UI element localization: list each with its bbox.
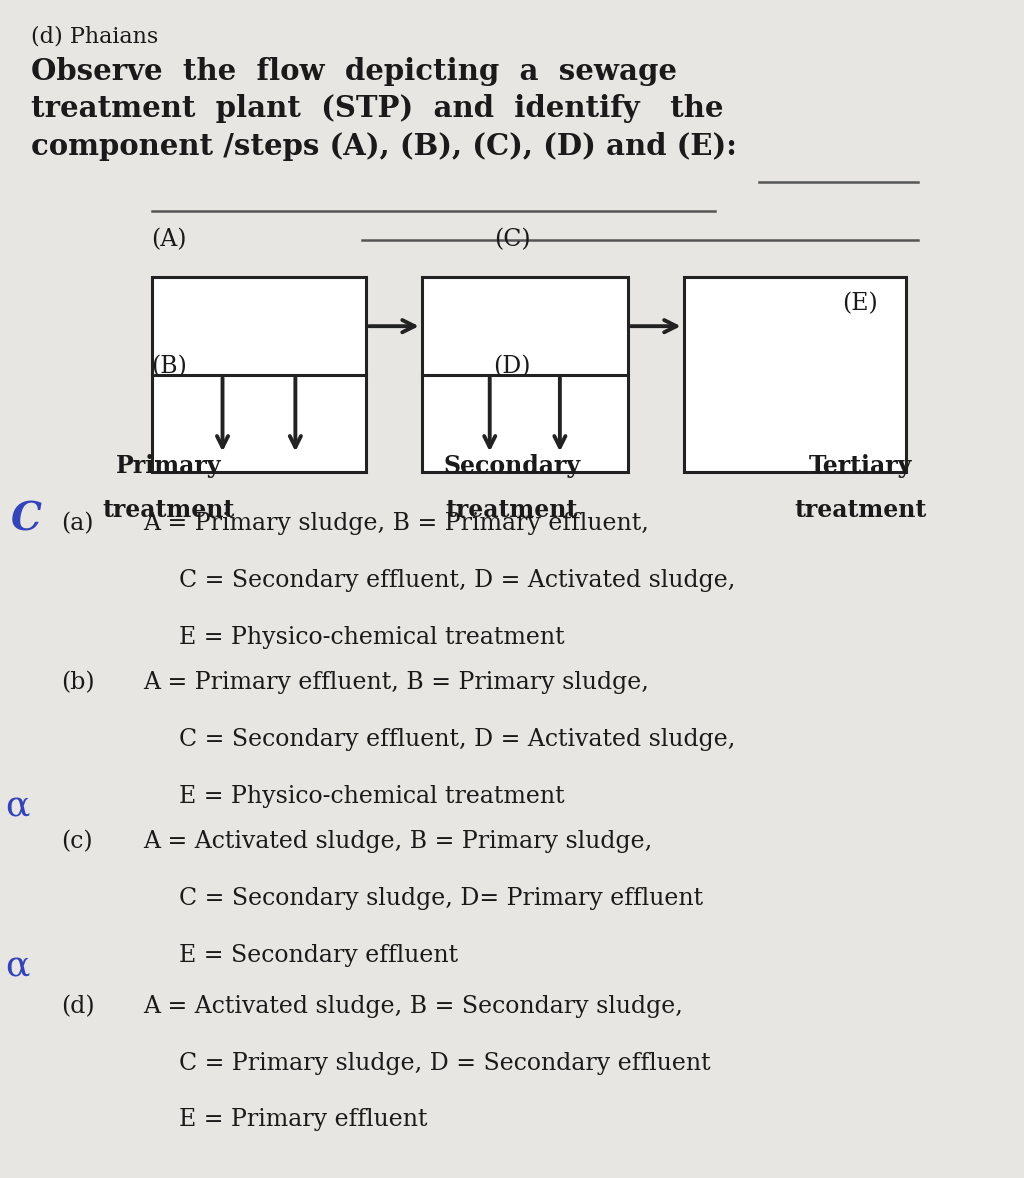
Text: α: α	[5, 948, 30, 982]
Text: A = Primary sludge, B = Primary effluent,: A = Primary sludge, B = Primary effluent…	[143, 512, 649, 536]
Text: α: α	[5, 789, 30, 823]
Text: (c): (c)	[61, 830, 93, 854]
Text: C = Primary sludge, D = Secondary effluent: C = Primary sludge, D = Secondary efflue…	[179, 1052, 711, 1076]
Text: (A): (A)	[152, 229, 186, 252]
Text: (b): (b)	[61, 671, 95, 695]
Text: treatment: treatment	[794, 498, 927, 522]
Text: C = Secondary effluent, D = Activated sludge,: C = Secondary effluent, D = Activated sl…	[179, 569, 735, 593]
Text: A = Primary effluent, B = Primary sludge,: A = Primary effluent, B = Primary sludge…	[143, 671, 649, 695]
Text: E = Physico-chemical treatment: E = Physico-chemical treatment	[179, 785, 565, 808]
Text: (D): (D)	[494, 355, 530, 378]
Text: C = Secondary sludge, D= Primary effluent: C = Secondary sludge, D= Primary effluen…	[179, 887, 703, 911]
Text: E = Physico-chemical treatment: E = Physico-chemical treatment	[179, 626, 565, 649]
Bar	[152, 277, 367, 472]
Text: (a): (a)	[61, 512, 94, 536]
Text: (d) Phaians: (d) Phaians	[31, 26, 158, 48]
Text: treatment: treatment	[445, 498, 579, 522]
Text: (C): (C)	[494, 229, 530, 252]
Text: A = Activated sludge, B = Primary sludge,: A = Activated sludge, B = Primary sludge…	[143, 830, 652, 854]
Text: C: C	[10, 501, 41, 538]
Text: Primary: Primary	[116, 454, 222, 477]
Text: component /steps (A), (B), (C), (D) and (E):: component /steps (A), (B), (C), (D) and …	[31, 132, 736, 161]
Text: Secondary: Secondary	[443, 454, 581, 477]
Text: (E): (E)	[843, 292, 878, 315]
Text: (d): (d)	[61, 995, 95, 1019]
Text: Tertiary: Tertiary	[809, 454, 911, 477]
Text: E = Secondary effluent: E = Secondary effluent	[179, 944, 459, 967]
Bar	[684, 277, 906, 472]
Text: treatment: treatment	[102, 498, 236, 522]
Text: E = Primary effluent: E = Primary effluent	[179, 1108, 428, 1132]
Bar	[422, 277, 628, 472]
Text: C = Secondary effluent, D = Activated sludge,: C = Secondary effluent, D = Activated sl…	[179, 728, 735, 752]
Text: A = Activated sludge, B = Secondary sludge,: A = Activated sludge, B = Secondary slud…	[143, 995, 683, 1019]
Text: treatment  plant  (STP)  and  identify   the: treatment plant (STP) and identify the	[31, 94, 723, 124]
Text: Observe  the  flow  depicting  a  sewage: Observe the flow depicting a sewage	[31, 57, 677, 86]
Text: (B): (B)	[151, 355, 187, 378]
